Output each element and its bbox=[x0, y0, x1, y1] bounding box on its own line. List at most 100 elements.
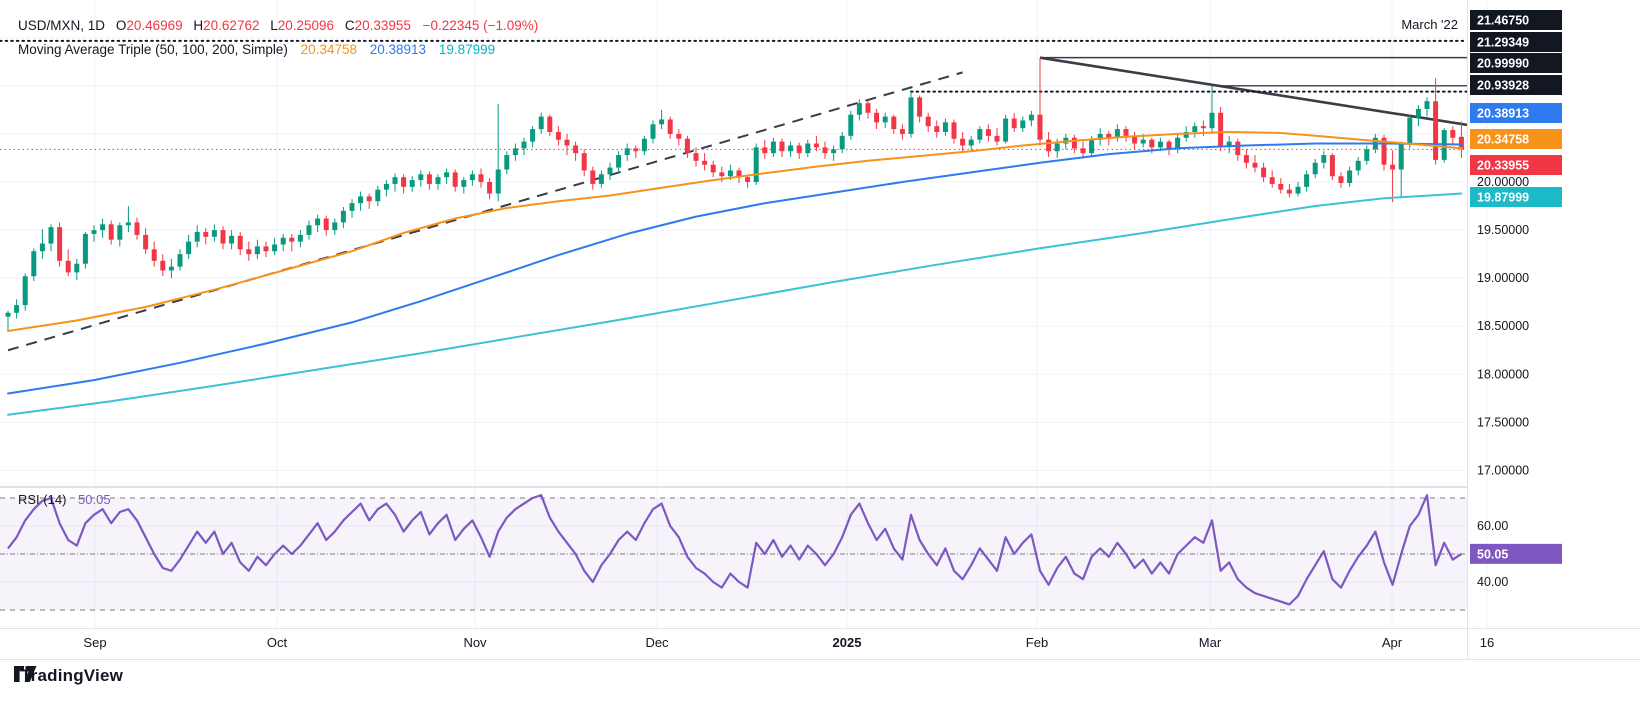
time-axis-label: 2025 bbox=[833, 635, 862, 650]
candle-body bbox=[710, 164, 716, 173]
level-lines[interactable] bbox=[0, 39, 1468, 150]
ma50-line[interactable] bbox=[7, 131, 1463, 332]
candle-body bbox=[426, 174, 432, 184]
candle-body bbox=[39, 243, 45, 252]
time-axis-label: Nov bbox=[463, 635, 487, 650]
candle-body bbox=[848, 114, 854, 136]
candle-body bbox=[117, 225, 123, 240]
candle-body bbox=[409, 180, 415, 187]
series-price-badge bbox=[1470, 155, 1562, 175]
candle-body bbox=[495, 169, 501, 194]
candle-body bbox=[108, 224, 114, 240]
candle-body bbox=[1132, 135, 1138, 144]
candle-body bbox=[667, 119, 673, 134]
candle-body bbox=[1424, 101, 1430, 109]
candle-body bbox=[125, 222, 131, 226]
candle-body bbox=[504, 155, 510, 170]
candle-body bbox=[349, 203, 355, 211]
candle-body bbox=[512, 148, 518, 156]
candle-body bbox=[977, 129, 983, 140]
candle-body bbox=[1269, 177, 1275, 184]
ma-legend-row[interactable]: Moving Average Triple (50, 100, 200, Sim… bbox=[18, 38, 538, 62]
candle-body bbox=[882, 116, 888, 123]
candle-body bbox=[5, 312, 11, 317]
candle-body bbox=[487, 182, 493, 194]
candle-body bbox=[1407, 117, 1413, 145]
time-axis-label: Mar bbox=[1199, 635, 1222, 650]
time-axis-label: Feb bbox=[1026, 635, 1048, 650]
candle-body bbox=[891, 116, 897, 130]
candle-body bbox=[822, 147, 828, 154]
candle-body bbox=[220, 230, 226, 244]
price-tick-label: 20.00000 bbox=[1477, 175, 1529, 189]
candle-body bbox=[100, 224, 106, 231]
price-axis[interactable]: 20.00000 19.50000 19.00000 18.50000 18.00000… bbox=[1470, 10, 1562, 589]
price-level-badge-text: 21.46750 bbox=[1477, 14, 1529, 28]
candle-body bbox=[736, 170, 742, 178]
series-price-badge bbox=[1470, 103, 1562, 123]
low-label: L bbox=[270, 18, 278, 33]
candlestick-series[interactable] bbox=[5, 57, 1464, 332]
candle-body bbox=[401, 177, 407, 187]
rsi-line[interactable] bbox=[7, 494, 1463, 606]
trendlines[interactable] bbox=[7, 56, 1501, 352]
candle-body bbox=[1097, 133, 1103, 140]
price-level-badge-text: 21.29349 bbox=[1477, 36, 1529, 50]
candle-body bbox=[74, 263, 80, 273]
candle-body bbox=[358, 196, 364, 204]
candle-body bbox=[1390, 164, 1396, 170]
candle-body bbox=[1286, 189, 1292, 194]
candle-body bbox=[1149, 139, 1155, 148]
candle-body bbox=[1329, 155, 1335, 177]
candle-body bbox=[770, 141, 776, 154]
candle-body bbox=[418, 174, 424, 181]
candle-body bbox=[48, 227, 54, 244]
candle-body bbox=[134, 222, 140, 235]
tradingview-attribution[interactable]: TradingView bbox=[14, 666, 123, 686]
candle-body bbox=[1355, 160, 1361, 171]
candle-body bbox=[332, 222, 338, 231]
candle-body bbox=[1415, 108, 1421, 118]
price-level-badge bbox=[1470, 75, 1562, 95]
candle-body bbox=[856, 103, 862, 115]
candle-body bbox=[1458, 136, 1464, 150]
candle-body bbox=[57, 227, 63, 261]
candle-body bbox=[684, 138, 690, 154]
candle-body bbox=[1312, 162, 1318, 175]
candle-body bbox=[538, 116, 544, 130]
candle-body bbox=[280, 237, 286, 245]
candle-body bbox=[211, 230, 217, 237]
candle-body bbox=[168, 266, 174, 271]
close-label: C bbox=[344, 18, 355, 33]
time-axis[interactable]: Sep Oct Nov Dec 2025 Feb Mar Apr 16 bbox=[83, 635, 1494, 650]
candle-body bbox=[788, 145, 794, 152]
series-price-badge-text: 20.33955 bbox=[1477, 159, 1529, 173]
candle-body bbox=[263, 246, 269, 252]
ma100-line[interactable] bbox=[7, 142, 1463, 395]
rsi-level-lines bbox=[0, 497, 1467, 611]
candle-body bbox=[1183, 132, 1189, 138]
candle-body bbox=[1209, 112, 1215, 129]
price-tick-label: 18.00000 bbox=[1477, 367, 1529, 381]
rsi-legend-row[interactable]: RSI (14) 50.05 bbox=[18, 492, 111, 507]
candle-body bbox=[779, 141, 785, 152]
candle-body bbox=[31, 251, 37, 277]
time-axis-label: Apr bbox=[1382, 635, 1403, 650]
candle-body bbox=[203, 232, 209, 237]
candle-body bbox=[177, 254, 183, 267]
symbol-legend-row[interactable]: USD/MXN, 1D O20.46969 H20.62762 L20.2509… bbox=[18, 14, 538, 38]
rsi-indicator-label: RSI (14) bbox=[18, 492, 67, 507]
candle-body bbox=[461, 180, 467, 187]
candle-body bbox=[1140, 139, 1146, 144]
candle-body bbox=[366, 196, 372, 202]
candle-body bbox=[719, 172, 725, 177]
low-value: 20.25096 bbox=[277, 18, 335, 33]
candle-body bbox=[994, 135, 1000, 142]
high-label: H bbox=[193, 18, 204, 33]
march-22-level-label: March '22 bbox=[1401, 17, 1458, 32]
gridlines bbox=[0, 0, 1488, 628]
candle-body bbox=[14, 305, 20, 313]
candle-body bbox=[1114, 129, 1120, 138]
ma200-line[interactable] bbox=[7, 192, 1463, 416]
